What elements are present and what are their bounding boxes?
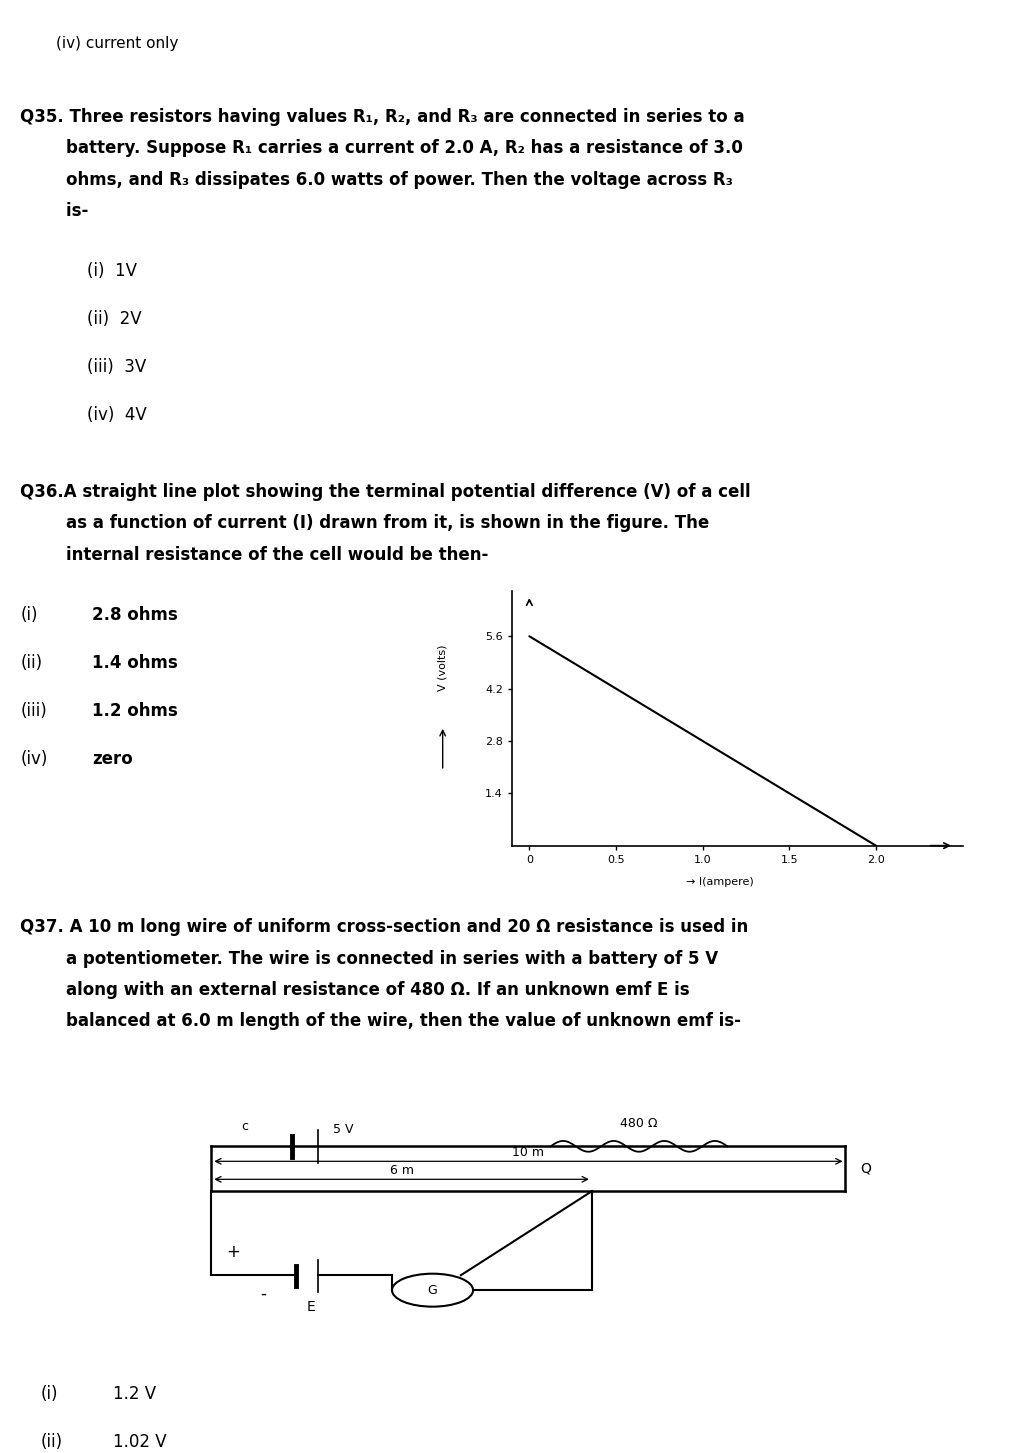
Text: (iv): (iv) — [20, 750, 48, 767]
Text: internal resistance of the cell would be then-: internal resistance of the cell would be… — [20, 545, 488, 564]
Text: (iii)  3V: (iii) 3V — [87, 357, 146, 376]
Text: along with an external resistance of 480 Ω. If an unknown emf E is: along with an external resistance of 480… — [20, 981, 690, 998]
Text: ohms, and R₃ dissipates 6.0 watts of power. Then the voltage across R₃: ohms, and R₃ dissipates 6.0 watts of pow… — [20, 171, 733, 189]
Text: G: G — [428, 1283, 437, 1296]
Text: (iv)  4V: (iv) 4V — [87, 405, 146, 424]
Text: Q: Q — [860, 1162, 871, 1175]
Text: (ii): (ii) — [41, 1433, 63, 1450]
Text: → I(ampere): → I(ampere) — [686, 878, 754, 886]
Text: as a function of current (I) drawn from it, is shown in the figure. The: as a function of current (I) drawn from … — [20, 514, 710, 532]
Text: 1.2 V: 1.2 V — [113, 1385, 156, 1402]
Text: E: E — [306, 1300, 315, 1314]
Text: Q35. Three resistors having values R₁, R₂, and R₃ are connected in series to a: Q35. Three resistors having values R₁, R… — [20, 109, 745, 126]
Text: c: c — [241, 1120, 248, 1133]
Text: 480 Ω: 480 Ω — [621, 1117, 657, 1130]
Text: 1.02 V: 1.02 V — [113, 1433, 166, 1450]
Text: (i): (i) — [41, 1385, 58, 1402]
Text: (ii)  2V: (ii) 2V — [87, 309, 141, 328]
Text: 6 m: 6 m — [389, 1164, 414, 1177]
Text: (iv) current only: (iv) current only — [56, 36, 179, 51]
Text: +: + — [226, 1244, 241, 1261]
Text: 2.8 ohms: 2.8 ohms — [92, 606, 178, 623]
Text: Q37. A 10 m long wire of uniform cross-section and 20 Ω resistance is used in: Q37. A 10 m long wire of uniform cross-s… — [20, 918, 749, 936]
Text: a potentiometer. The wire is connected in series with a battery of 5 V: a potentiometer. The wire is connected i… — [20, 950, 719, 968]
Text: 10 m: 10 m — [512, 1146, 545, 1159]
Text: (i): (i) — [20, 606, 38, 623]
Text: 1.2 ohms: 1.2 ohms — [92, 702, 178, 719]
Text: 5 V: 5 V — [333, 1123, 353, 1136]
Text: zero: zero — [92, 750, 133, 767]
Text: battery. Suppose R₁ carries a current of 2.0 A, R₂ has a resistance of 3.0: battery. Suppose R₁ carries a current of… — [20, 139, 743, 157]
Text: 1.4 ohms: 1.4 ohms — [92, 654, 178, 671]
Text: is-: is- — [20, 202, 89, 219]
Text: balanced at 6.0 m length of the wire, then the value of unknown emf is-: balanced at 6.0 m length of the wire, th… — [20, 1011, 741, 1030]
Text: -: - — [260, 1284, 266, 1303]
Text: V (volts): V (volts) — [437, 644, 447, 690]
Text: (iii): (iii) — [20, 702, 47, 719]
Text: Q36.A straight line plot showing the terminal potential difference (V) of a cell: Q36.A straight line plot showing the ter… — [20, 482, 752, 501]
Text: (i)  1V: (i) 1V — [87, 262, 137, 280]
Text: (ii): (ii) — [20, 654, 43, 671]
